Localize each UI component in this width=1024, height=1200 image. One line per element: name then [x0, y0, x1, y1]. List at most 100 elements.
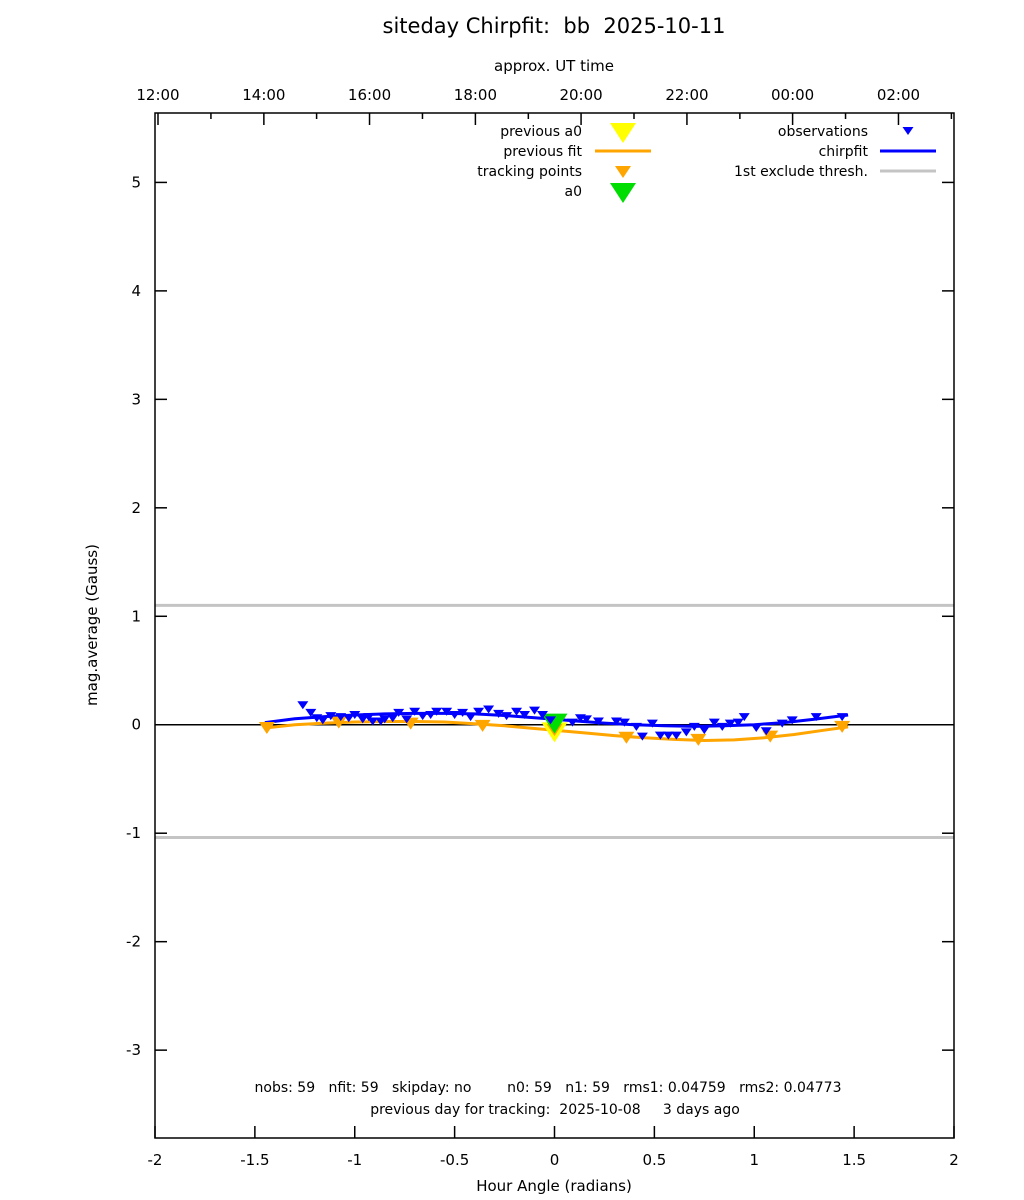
observation-point — [545, 716, 557, 725]
observation-point — [393, 708, 405, 717]
observation-point — [810, 713, 822, 722]
observation-point — [511, 707, 523, 716]
observation-point — [457, 708, 469, 717]
observation-point — [529, 706, 541, 715]
legend-label: tracking points — [477, 164, 582, 180]
x-tick-label: -1.5 — [240, 1151, 269, 1169]
observation-point — [776, 719, 788, 728]
observation-point — [680, 728, 692, 737]
observation-point — [610, 717, 622, 726]
legend-label: previous fit — [503, 144, 582, 160]
observation-point — [401, 715, 413, 724]
ut-tick-label: 20:00 — [559, 86, 602, 104]
observation-point — [724, 719, 736, 728]
observation-point — [363, 713, 375, 722]
ut-tick-label: 02:00 — [877, 86, 920, 104]
observation-point — [537, 710, 549, 719]
ut-tick-label: 14:00 — [242, 86, 285, 104]
plot-area: -2 -1.5 -1 -0.5 0 0.5 1 1.5 2 -3 -2 -1 0 1 2 3 4 5 12:00 14… — [126, 86, 959, 1169]
observation-point — [698, 726, 710, 735]
y-tick-label: 2 — [131, 499, 141, 517]
legend-triangle-big-icon — [610, 183, 636, 203]
observation-point — [349, 710, 361, 719]
x2-axis-label: approx. UT time — [494, 57, 614, 75]
tracking-point — [474, 719, 491, 732]
observation-point — [325, 712, 337, 721]
observation-point — [716, 722, 728, 731]
observation-point — [566, 718, 578, 727]
y-tick-label: 1 — [131, 607, 141, 625]
x-tick-label: -1 — [347, 1151, 362, 1169]
observation-point — [501, 712, 513, 721]
legend-label: chirpfit — [819, 144, 869, 160]
legend-label: 1st exclude thresh. — [734, 164, 868, 180]
ut-tick-label: 22:00 — [665, 86, 708, 104]
observation-point — [317, 716, 329, 725]
observation-point — [732, 718, 744, 727]
observation-point — [425, 710, 437, 719]
observation-point — [311, 714, 323, 723]
observation-point — [493, 709, 505, 718]
observation-point — [297, 701, 309, 710]
observation-point — [592, 717, 604, 726]
observation-point — [465, 713, 477, 722]
y-tick-label: 4 — [131, 282, 141, 300]
x-tick-label: -2 — [148, 1151, 163, 1169]
y-tick-label: 0 — [131, 716, 141, 734]
legend-label: a0 — [565, 184, 583, 200]
x-tick-label: 1 — [749, 1151, 759, 1169]
tracking-point — [258, 722, 275, 734]
observation-point — [473, 707, 485, 716]
observation-point — [630, 722, 642, 731]
x-tick-label: 0 — [550, 1151, 560, 1169]
tracking-point — [330, 716, 347, 729]
ut-tick-label: 12:00 — [136, 86, 179, 104]
observation-point — [708, 718, 720, 727]
observation-point — [750, 724, 762, 732]
observation-point — [483, 705, 495, 714]
observation-point — [431, 707, 443, 716]
stats-line-1: nobs: 59 nfit: 59 skipday: no n0: 59 n1:… — [255, 1080, 842, 1096]
observation-point — [738, 713, 750, 722]
y-tick-label: -1 — [126, 824, 141, 842]
observation-point — [662, 731, 674, 740]
observation-point — [519, 710, 531, 719]
observation-point — [367, 717, 379, 726]
observation-point — [688, 722, 700, 731]
observation-point — [343, 714, 355, 723]
observation-point — [636, 732, 648, 741]
legend-label: observations — [778, 124, 868, 140]
observation-point — [417, 712, 429, 721]
ut-tick-label: 16:00 — [348, 86, 391, 104]
observation-point — [449, 710, 461, 719]
y-tick-label: -2 — [126, 933, 141, 951]
legend-triangle-big-icon — [610, 123, 636, 143]
y-tick-label: -3 — [126, 1041, 141, 1059]
chart-title: siteday Chirpfit: bb 2025-10-11 — [383, 14, 726, 38]
x-axis-label: Hour Angle (radians) — [476, 1177, 632, 1195]
y-axis-label: mag.average (Gauss) — [83, 544, 101, 706]
tracking-point — [690, 733, 707, 746]
observation-point — [441, 707, 453, 716]
tracking-point — [618, 731, 635, 744]
observation-point — [670, 731, 682, 740]
observation-point — [335, 713, 347, 722]
observation-point — [305, 708, 317, 717]
observation-point — [654, 731, 666, 740]
observation-point — [760, 727, 772, 736]
observation-point — [580, 715, 592, 724]
y-tick-label: 3 — [131, 390, 141, 408]
y-tick-label: 5 — [131, 173, 141, 191]
ut-tick-label: 18:00 — [454, 86, 497, 104]
observation-point — [387, 714, 399, 723]
plot-frame — [154, 112, 955, 1139]
observation-point — [618, 718, 630, 727]
legend-label: previous a0 — [500, 124, 582, 140]
observation-point — [379, 715, 391, 724]
tracking-point — [834, 720, 851, 733]
observation-point — [409, 707, 421, 716]
x-tick-label: 2 — [949, 1151, 959, 1169]
observation-point — [786, 716, 798, 725]
